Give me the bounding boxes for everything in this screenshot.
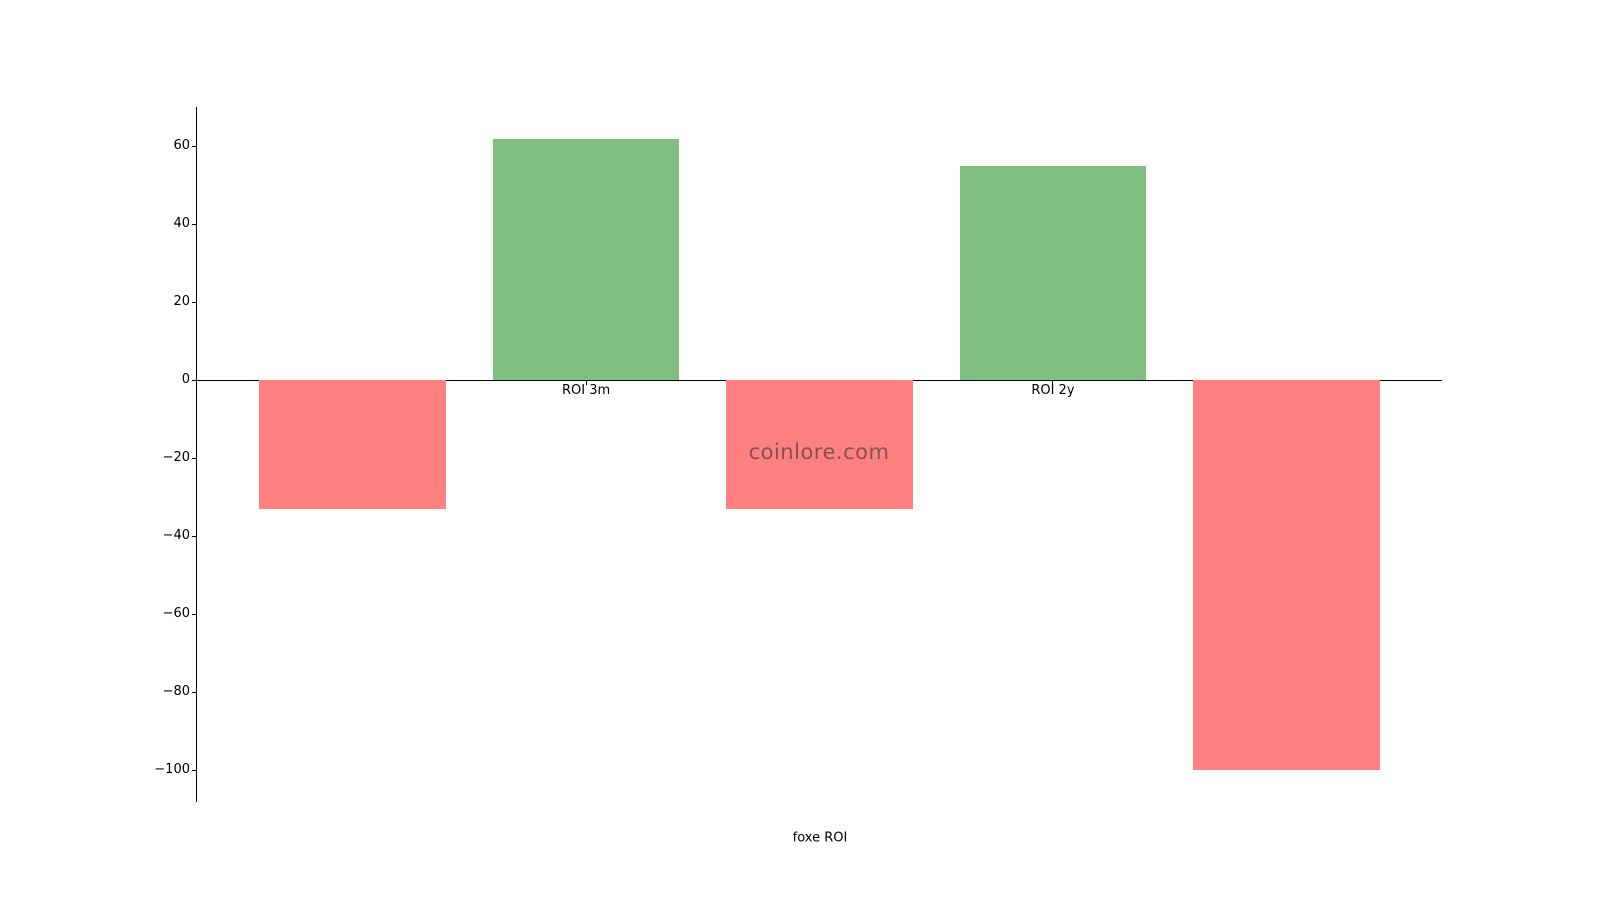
- y-tick-mark: [192, 691, 196, 693]
- y-tick-label: 60: [173, 138, 190, 154]
- x-tick-mark: [1052, 380, 1054, 385]
- bar-1: [492, 138, 680, 381]
- bar-3: [959, 165, 1147, 381]
- bar-4: [1192, 380, 1380, 771]
- y-tick-label: −80: [162, 684, 190, 700]
- y-tick-mark: [192, 223, 196, 225]
- x-tick-label: ROI 2y: [1031, 383, 1075, 399]
- x-axis-title: foxe ROI: [792, 830, 848, 846]
- y-axis-spine: [196, 107, 197, 802]
- y-tick-label: 40: [173, 216, 190, 232]
- x-tick-label: ROI 3m: [561, 383, 611, 399]
- y-tick-label: 20: [173, 294, 190, 310]
- y-tick-mark: [192, 301, 196, 303]
- bar-2: [726, 380, 913, 510]
- y-tick-label: −60: [162, 606, 190, 622]
- bar-0: [259, 380, 446, 510]
- y-tick-label: −40: [162, 528, 190, 544]
- x-tick-mark: [585, 380, 587, 385]
- y-tick-mark: [192, 535, 196, 537]
- watermark-text: coinlore.com: [748, 440, 890, 464]
- y-tick-label: −20: [162, 450, 190, 466]
- y-tick-label: −100: [154, 762, 190, 778]
- y-tick-mark: [192, 613, 196, 615]
- y-tick-mark: [192, 769, 196, 771]
- y-tick-mark: [192, 145, 196, 147]
- y-tick-mark: [192, 457, 196, 459]
- y-tick-mark: [192, 379, 196, 381]
- y-tick-label: 0: [181, 372, 190, 388]
